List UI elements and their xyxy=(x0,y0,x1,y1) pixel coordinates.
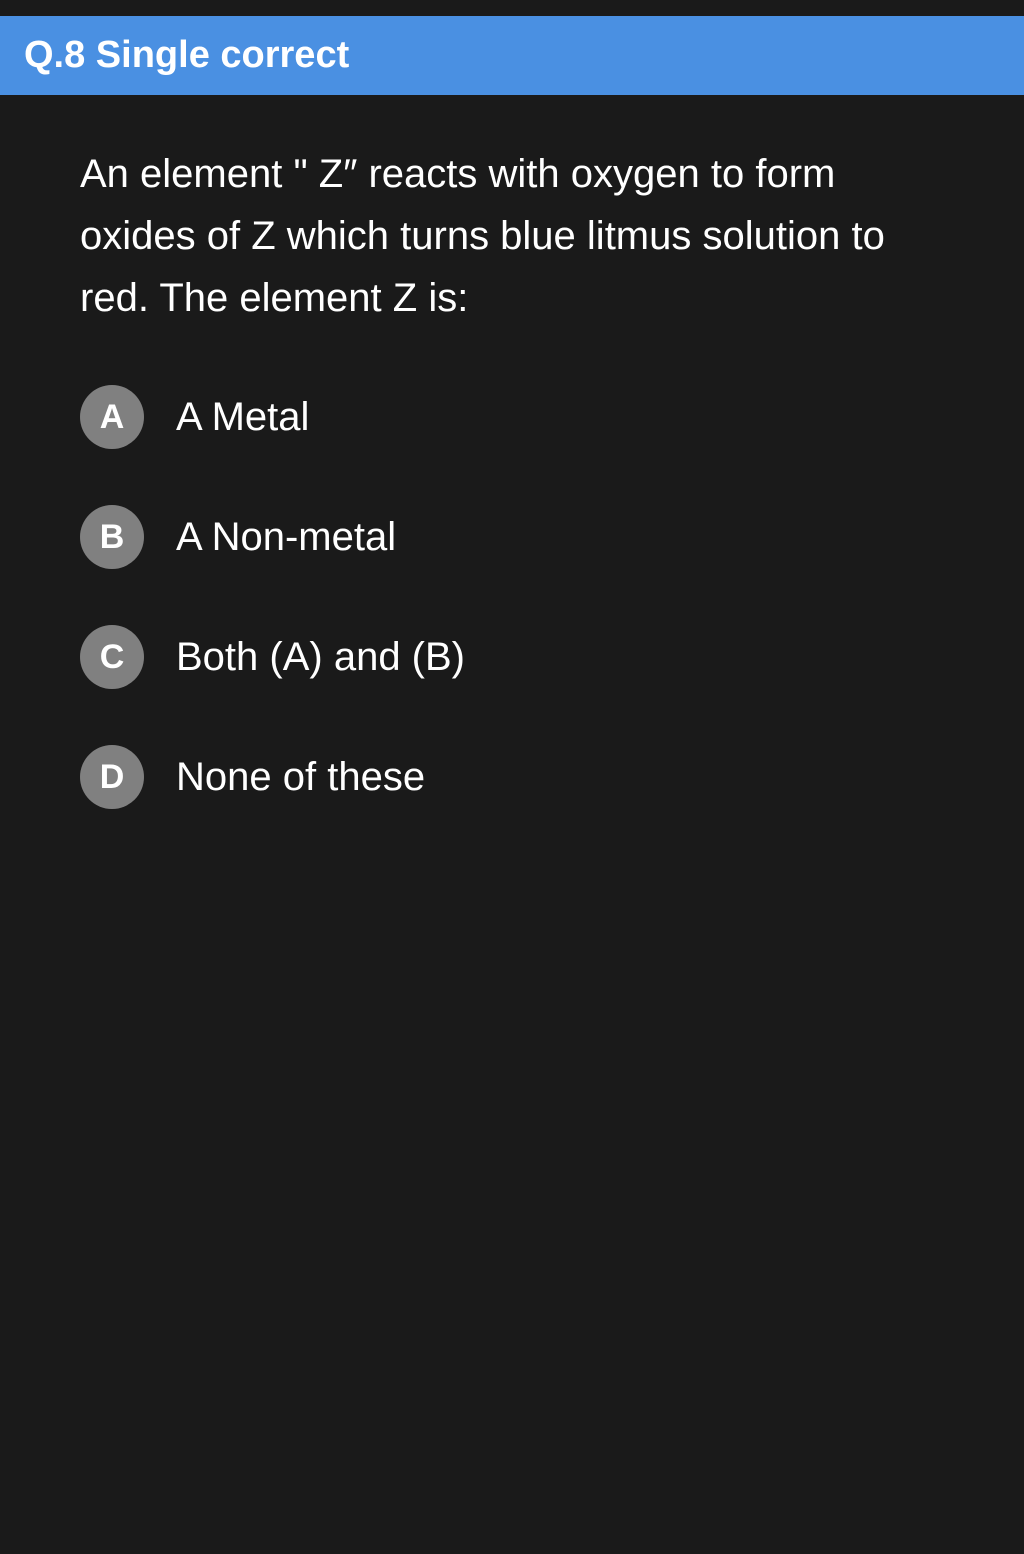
option-badge-d: D xyxy=(80,745,144,809)
option-text-a: A Metal xyxy=(176,395,309,440)
option-badge-c: C xyxy=(80,625,144,689)
option-letter-a: A xyxy=(100,398,125,437)
question-header: Q.8 Single correct xyxy=(0,16,1024,95)
option-d[interactable]: D None of these xyxy=(80,745,960,809)
option-letter-d: D xyxy=(100,758,125,797)
option-text-d: None of these xyxy=(176,755,425,800)
option-letter-c: C xyxy=(100,638,125,677)
option-badge-a: A xyxy=(80,385,144,449)
option-b[interactable]: B A Non-metal xyxy=(80,505,960,569)
top-spacer xyxy=(0,0,1024,16)
option-letter-b: B xyxy=(100,518,125,557)
option-c[interactable]: C Both (A) and (B) xyxy=(80,625,960,689)
options-list: A A Metal B A Non-metal C Both (A) and (… xyxy=(80,385,960,809)
option-a[interactable]: A A Metal xyxy=(80,385,960,449)
content-area: An element " Z″ reacts with oxygen to fo… xyxy=(0,95,1024,857)
option-badge-b: B xyxy=(80,505,144,569)
question-header-title: Q.8 Single correct xyxy=(24,34,1000,77)
question-text: An element " Z″ reacts with oxygen to fo… xyxy=(80,143,960,329)
option-text-b: A Non-metal xyxy=(176,515,396,560)
option-text-c: Both (A) and (B) xyxy=(176,635,465,680)
